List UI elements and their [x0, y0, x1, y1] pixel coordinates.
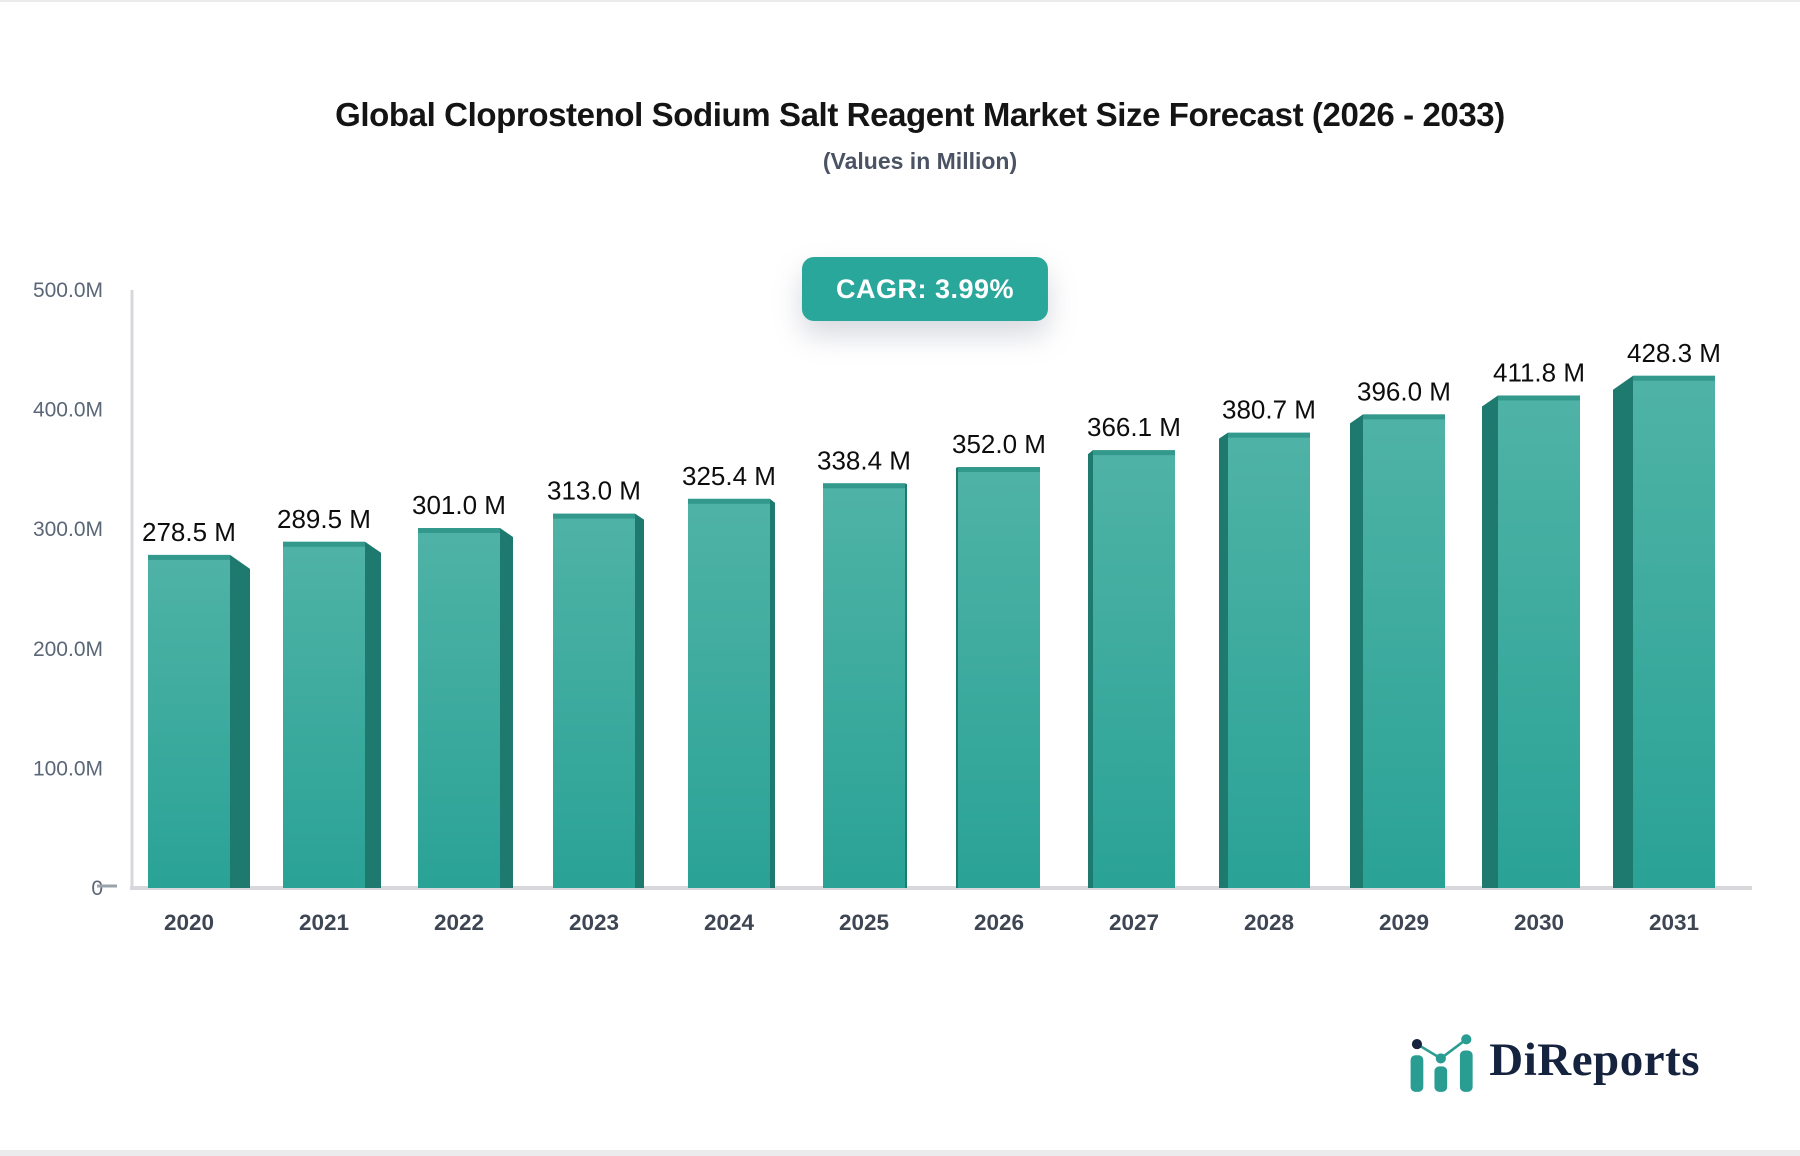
bar-side-face	[956, 467, 958, 888]
x-axis-year-label: 2031	[1649, 910, 1699, 935]
x-axis-year-label: 2028	[1244, 910, 1294, 935]
bar-value-label: 301.0 M	[412, 490, 506, 520]
bar	[823, 483, 905, 888]
y-tick-label: 500.0M	[33, 279, 103, 302]
bar	[1363, 414, 1445, 888]
bar-value-label: 366.1 M	[1087, 412, 1181, 442]
bar-side-face	[365, 541, 381, 888]
bar-value-label: 428.3 M	[1627, 338, 1721, 368]
bar-value-label: 380.7 M	[1222, 395, 1316, 425]
x-axis-year-label: 2029	[1379, 910, 1429, 935]
bar-top-edge	[283, 541, 365, 547]
bar-top-edge	[1093, 450, 1175, 456]
bar-value-label: 313.0 M	[547, 476, 641, 506]
x-axis-year-label: 2030	[1514, 910, 1564, 935]
page-title: Global Cloprostenol Sodium Salt Reagent …	[335, 96, 1505, 133]
bar-value-label: 338.4 M	[817, 445, 911, 475]
y-tick-label: 200.0M	[33, 638, 103, 661]
bar-value-label: 278.5 M	[142, 517, 236, 547]
bar-top-edge	[688, 498, 770, 504]
bar	[553, 513, 635, 888]
bar-value-label: 289.5 M	[277, 504, 371, 534]
x-axis-year-label: 2023	[569, 910, 619, 935]
bar	[1093, 450, 1175, 888]
bar	[1228, 432, 1310, 888]
bar	[688, 498, 770, 888]
y-tick-label: 400.0M	[33, 399, 103, 422]
x-axis-year-label: 2027	[1109, 910, 1159, 935]
bar-side-face	[635, 513, 644, 888]
x-axis-year-label: 2022	[434, 910, 484, 935]
bar-side-face	[1613, 375, 1633, 889]
bar	[1498, 395, 1580, 888]
bar-top-edge	[553, 513, 635, 519]
bar-value-label: 352.0 M	[952, 429, 1046, 459]
bar-plot: 0 100.0M 200.0M 300.0M 400.0M 500.0M 278.5 M 20…	[33, 279, 1752, 935]
bar-top-edge	[148, 554, 230, 560]
bar-value-label: 325.4 M	[682, 461, 776, 491]
bar-side-face	[500, 528, 513, 888]
logo-bars-icon	[1410, 1034, 1473, 1092]
bar-side-face	[1219, 432, 1228, 888]
top-border	[0, 0, 1800, 2]
bar-top-edge	[1498, 395, 1580, 401]
page-subtitle: (Values in Million)	[822, 148, 1018, 174]
bar-top-edge	[418, 528, 500, 534]
bar	[283, 541, 365, 888]
x-axis-year-label: 2025	[839, 910, 889, 935]
bar-side-face	[770, 498, 775, 888]
bar-side-face	[230, 554, 250, 888]
bar-value-label: 411.8 M	[1493, 357, 1585, 387]
x-axis-year-label: 2020	[164, 910, 214, 935]
bar-top-edge	[1363, 414, 1445, 420]
bar	[958, 467, 1040, 888]
bar-top-edge	[1633, 375, 1715, 381]
brand-logo: DiReports	[1409, 1022, 1700, 1098]
bar-value-label: 396.0 M	[1357, 376, 1451, 406]
y-tick-label: 0	[91, 877, 103, 900]
y-tick-label: 300.0M	[33, 518, 103, 541]
bar	[1633, 375, 1715, 889]
bar-top-edge	[958, 467, 1040, 473]
bar-side-face	[1088, 450, 1093, 888]
bar-side-face	[1350, 414, 1363, 888]
x-axis-year-label: 2024	[704, 910, 755, 935]
cagr-badge: CAGR: 3.99%	[801, 257, 1049, 321]
bar-side-face	[905, 483, 907, 888]
bar-top-edge	[823, 483, 905, 489]
x-axis-year-label: 2026	[974, 910, 1024, 935]
bar-top-edge	[1228, 432, 1310, 438]
logo-text: DiReports	[1489, 1034, 1700, 1086]
bar	[148, 554, 230, 888]
bar	[418, 528, 500, 888]
x-axis-year-label: 2021	[299, 910, 349, 935]
y-tick-label: 100.0M	[33, 757, 103, 780]
bottom-border	[0, 1150, 1800, 1156]
bar-side-face	[1482, 395, 1498, 888]
